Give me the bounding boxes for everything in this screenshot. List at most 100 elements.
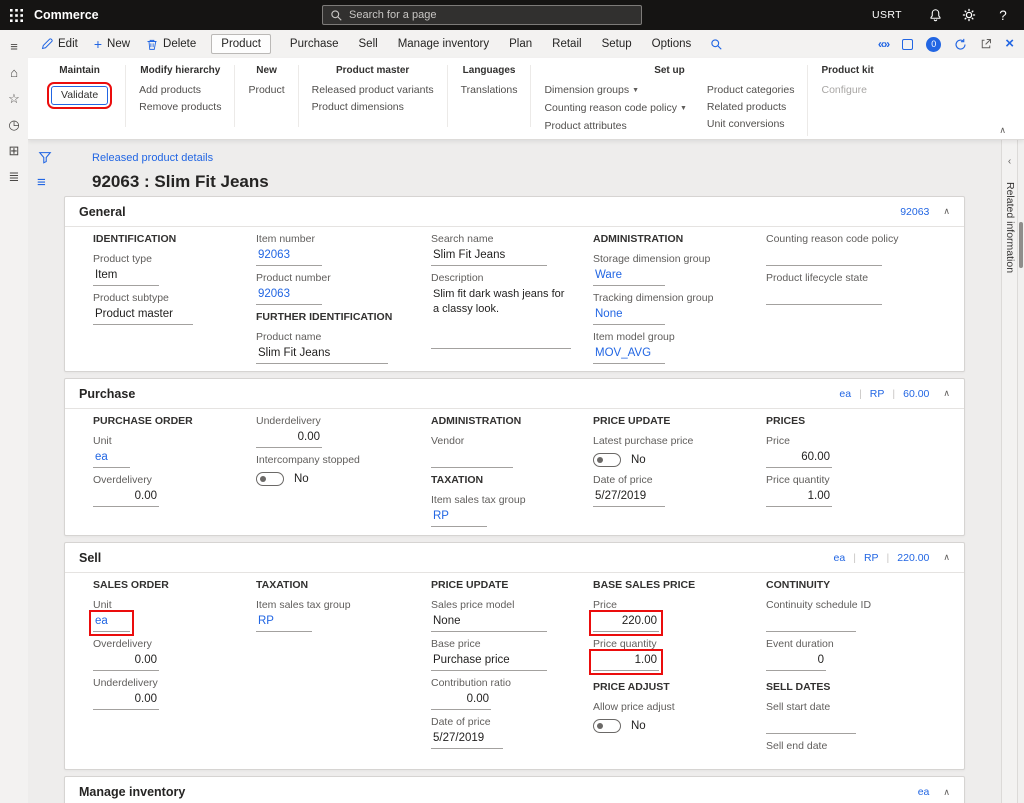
tracking-dimension-group-link[interactable]: None — [593, 307, 665, 325]
settings-gear-icon[interactable] — [952, 0, 986, 30]
product-number-link[interactable]: 92063 — [256, 287, 322, 305]
user-menu[interactable]: USRT — [872, 9, 902, 21]
chevron-up-icon[interactable]: ∧ — [943, 786, 950, 797]
contribution-ratio-input[interactable]: 0.00 — [431, 692, 491, 710]
chevron-up-icon[interactable]: ∧ — [943, 388, 950, 398]
sell-price-input[interactable]: 220.00 — [589, 610, 663, 636]
app-title[interactable]: Commerce — [34, 8, 99, 22]
tab-retail[interactable]: Retail — [552, 38, 582, 50]
actionbar-search-icon[interactable] — [710, 38, 722, 50]
translations-button[interactable]: Translations — [460, 84, 518, 96]
counting-reason-code-policy-input[interactable] — [766, 248, 882, 266]
notifications-bell-icon[interactable] — [918, 0, 952, 30]
event-duration-input[interactable]: 0 — [766, 653, 826, 671]
intercompany-stopped-toggle[interactable] — [256, 472, 284, 486]
global-search-input[interactable]: Search for a page — [322, 5, 642, 25]
edit-button[interactable]: Edit — [41, 38, 78, 50]
description-textarea[interactable]: Slim fit dark wash jeans for a classy lo… — [431, 287, 571, 349]
dimension-groups-button[interactable]: Dimension groups ▼ — [544, 84, 640, 96]
vendor-input[interactable] — [431, 450, 513, 468]
allow-price-adjust-toggle[interactable] — [593, 719, 621, 733]
close-icon[interactable]: × — [1005, 35, 1014, 52]
tab-purchase[interactable]: Purchase — [289, 38, 339, 50]
manage-inventory-section-header[interactable]: Manage inventory ea ∧ — [65, 777, 964, 803]
tab-options[interactable]: Options — [651, 38, 692, 50]
product-attributes-button[interactable]: Product attributes — [544, 120, 627, 132]
refresh-icon[interactable] — [954, 38, 967, 51]
base-price-input[interactable]: Purchase price — [431, 653, 547, 671]
sell-start-date-input[interactable] — [766, 716, 856, 734]
search-name-input[interactable]: Slim Fit Jeans — [431, 248, 547, 266]
delete-button[interactable]: Delete — [146, 38, 196, 51]
validate-button[interactable]: Validate — [46, 82, 113, 109]
sell-date-of-price-input[interactable]: 5/27/2019 — [431, 731, 503, 749]
collapse-ribbon-icon[interactable]: ∧ — [999, 125, 1006, 135]
product-categories-button[interactable]: Product categories — [706, 84, 795, 96]
purchase-price-quantity-input[interactable]: 1.00 — [766, 489, 832, 507]
product-lifecycle-state-input[interactable] — [766, 287, 882, 305]
chevron-up-icon[interactable]: ∧ — [943, 206, 950, 216]
counting-reason-code-policy-button[interactable]: Counting reason code policy ▼ — [544, 102, 687, 114]
recent-clock-icon[interactable]: ◷ — [8, 117, 20, 132]
related-products-button[interactable]: Related products — [706, 101, 787, 113]
sell-price-quantity-input[interactable]: 1.00 — [589, 649, 663, 675]
app-square-icon[interactable] — [902, 38, 914, 50]
toggle-state-label: No — [631, 720, 646, 732]
tab-setup[interactable]: Setup — [601, 38, 632, 50]
product-dimensions-button[interactable]: Product dimensions — [311, 101, 404, 113]
app-launcher-icon[interactable] — [0, 0, 32, 30]
released-product-variants-button[interactable]: Released product variants — [311, 84, 434, 96]
tab-plan[interactable]: Plan — [509, 38, 533, 50]
tab-product[interactable]: Product — [211, 34, 271, 54]
help-icon[interactable]: ? — [999, 7, 1007, 23]
related-information-panel[interactable]: ‹ Related information — [1001, 140, 1018, 803]
purchase-item-sales-tax-group-link[interactable]: RP — [431, 509, 487, 527]
tab-sell[interactable]: Sell — [358, 38, 378, 50]
tab-manage-inventory[interactable]: Manage inventory — [397, 38, 490, 50]
sell-underdelivery-input[interactable]: 0.00 — [93, 692, 159, 710]
storage-dimension-group-link[interactable]: Ware — [593, 268, 665, 286]
sell-item-sales-tax-group-link[interactable]: RP — [256, 614, 312, 632]
vertical-scrollbar[interactable] — [1018, 140, 1024, 803]
configure-button[interactable]: Configure — [821, 84, 868, 96]
sell-end-date-input[interactable] — [766, 755, 856, 769]
item-model-group-link[interactable]: MOV_AVG — [593, 346, 665, 364]
notification-count-badge[interactable]: 0 — [926, 36, 942, 52]
continuity-schedule-id-input[interactable] — [766, 614, 856, 632]
add-products-button[interactable]: Add products — [139, 84, 202, 96]
purchase-unit-link[interactable]: ea — [93, 450, 130, 468]
product-name-input[interactable]: Slim Fit Jeans — [256, 346, 388, 364]
field-label: Item sales tax group — [431, 494, 526, 506]
purchase-date-of-price-input[interactable]: 5/27/2019 — [593, 489, 665, 507]
sell-overdelivery-input[interactable]: 0.00 — [93, 653, 159, 671]
modules-list-icon[interactable]: ≣ — [8, 169, 20, 184]
new-button[interactable]: + New — [94, 37, 130, 51]
sell-unit-link[interactable]: ea — [89, 610, 134, 636]
sales-price-model-input[interactable]: None — [431, 614, 547, 632]
breadcrumb[interactable]: Released product details — [92, 152, 214, 164]
purchase-underdelivery-input[interactable]: 0.00 — [256, 430, 322, 448]
chevron-up-icon[interactable]: ∧ — [943, 552, 950, 562]
item-number-link[interactable]: 92063 — [256, 248, 322, 266]
purchase-price-input[interactable]: 60.00 — [766, 450, 832, 468]
product-type-input[interactable]: Item — [93, 268, 159, 286]
workspaces-icon[interactable]: ⊞ — [8, 143, 20, 158]
purchase-section-header[interactable]: Purchase ea RP 60.00 ∧ — [65, 379, 964, 409]
field-intercompany-stopped: Intercompany stopped No — [256, 454, 431, 487]
remove-products-button[interactable]: Remove products — [139, 101, 222, 113]
list-view-icon[interactable]: ≡ — [37, 174, 46, 191]
general-section-header[interactable]: General 92063 ∧ — [65, 197, 964, 227]
filter-funnel-icon[interactable] — [38, 151, 52, 169]
sell-section-header[interactable]: Sell ea RP 220.00 ∧ — [65, 543, 964, 573]
task-recorder-icon[interactable]: «» — [877, 37, 890, 51]
new-product-button[interactable]: Product — [248, 84, 285, 96]
scrollbar-thumb[interactable] — [1019, 222, 1023, 268]
product-subtype-input[interactable]: Product master — [93, 307, 193, 325]
purchase-overdelivery-input[interactable]: 0.00 — [93, 489, 159, 507]
expand-navigation-icon[interactable]: ≡ — [10, 39, 18, 54]
favorites-star-icon[interactable]: ☆ — [8, 91, 20, 106]
latest-purchase-price-toggle[interactable] — [593, 453, 621, 467]
home-icon[interactable]: ⌂ — [10, 65, 18, 80]
unit-conversions-button[interactable]: Unit conversions — [706, 118, 785, 130]
popout-window-icon[interactable] — [980, 38, 992, 50]
